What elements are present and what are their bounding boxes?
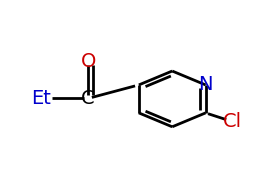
Text: O: O <box>80 52 96 71</box>
Text: Et: Et <box>32 89 51 108</box>
Text: Cl: Cl <box>223 112 242 131</box>
Text: N: N <box>198 75 213 94</box>
Text: C: C <box>81 89 95 108</box>
